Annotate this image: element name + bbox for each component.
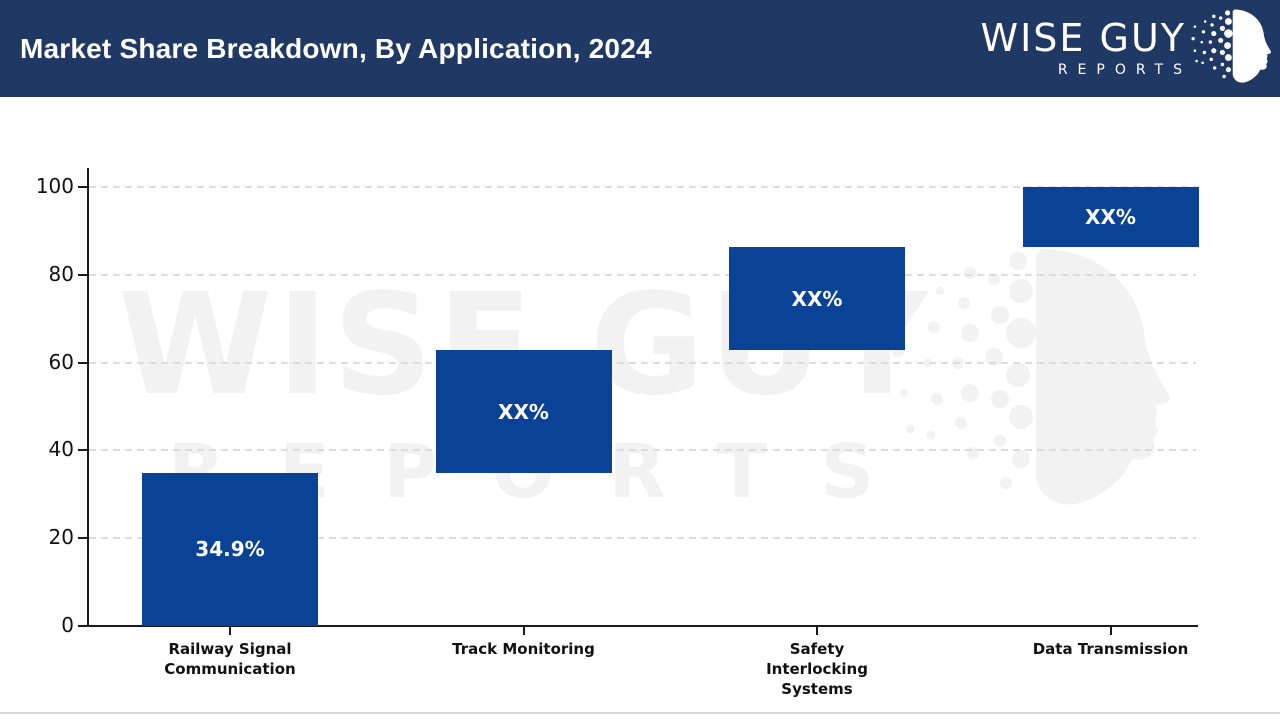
y-axis-tick-label: 80 bbox=[48, 261, 74, 286]
y-axis-spine bbox=[87, 168, 89, 627]
x-axis-spine bbox=[86, 625, 1198, 627]
gridline-80 bbox=[89, 273, 1196, 276]
category-label-line: Communication bbox=[164, 660, 296, 678]
bar-segment: 34.9% bbox=[142, 472, 318, 626]
x-axis-tick bbox=[229, 627, 231, 635]
watermark-head-icon bbox=[892, 249, 1170, 505]
category-label-line: Data Transmission bbox=[1032, 640, 1189, 658]
y-axis-tick-label: 60 bbox=[48, 349, 74, 374]
category-label-line: Systems bbox=[781, 680, 853, 698]
category-label-line: Interlocking bbox=[766, 660, 868, 678]
category-label: Railway Signal Communication bbox=[120, 639, 340, 679]
x-axis-tick bbox=[522, 627, 525, 635]
y-axis-tick bbox=[78, 361, 87, 364]
logo-head-icon bbox=[1191, 8, 1272, 83]
logo-wordmark: WISE GUY bbox=[980, 16, 1186, 60]
gridline-40 bbox=[89, 449, 1196, 452]
header-bar: Market Share Breakdown, By Application, … bbox=[0, 0, 1280, 97]
bar-segment: XX% bbox=[435, 350, 612, 473]
y-axis-tick-label: 0 bbox=[61, 613, 74, 637]
y-axis-tick bbox=[78, 537, 87, 540]
y-axis-tick bbox=[78, 273, 87, 276]
brand-logo: WISE GUY REPORTS bbox=[981, 2, 1274, 95]
category-label: Data Transmission bbox=[1001, 639, 1221, 659]
y-axis-tick-label: 100 bbox=[35, 174, 74, 198]
y-axis-tick bbox=[78, 625, 87, 627]
x-axis-tick bbox=[816, 627, 818, 635]
gridline-60 bbox=[89, 361, 1196, 364]
bar-segment: XX% bbox=[1022, 187, 1199, 248]
footer-divider bbox=[0, 712, 1280, 714]
category-label: Track Monitoring bbox=[414, 639, 634, 659]
bar-value-label: 34.9% bbox=[195, 537, 265, 562]
y-axis-tick-label: 20 bbox=[48, 525, 74, 550]
bar-value-label: XX% bbox=[791, 286, 843, 311]
y-axis-tick bbox=[78, 449, 87, 452]
page-title: Market Share Breakdown, By Application, … bbox=[20, 32, 652, 64]
logo-subtext: REPORTS bbox=[1057, 62, 1192, 78]
gridline-100 bbox=[89, 186, 1196, 188]
category-label-line: Track Monitoring bbox=[452, 640, 595, 658]
y-axis-tick bbox=[78, 186, 87, 188]
y-axis-tick-label: 40 bbox=[48, 437, 74, 462]
x-axis-tick bbox=[1109, 627, 1112, 635]
bar-value-label: XX% bbox=[498, 399, 549, 424]
category-label-line: Railway Signal bbox=[168, 640, 292, 658]
category-label: Safety Interlocking Systems bbox=[707, 639, 927, 699]
category-label-line: Safety bbox=[789, 640, 845, 658]
gridline-20 bbox=[89, 537, 1196, 540]
bar-value-label: XX% bbox=[1085, 205, 1136, 230]
bar-segment: XX% bbox=[729, 247, 905, 351]
brand-logo-text: WISE GUY REPORTS bbox=[981, 19, 1186, 78]
